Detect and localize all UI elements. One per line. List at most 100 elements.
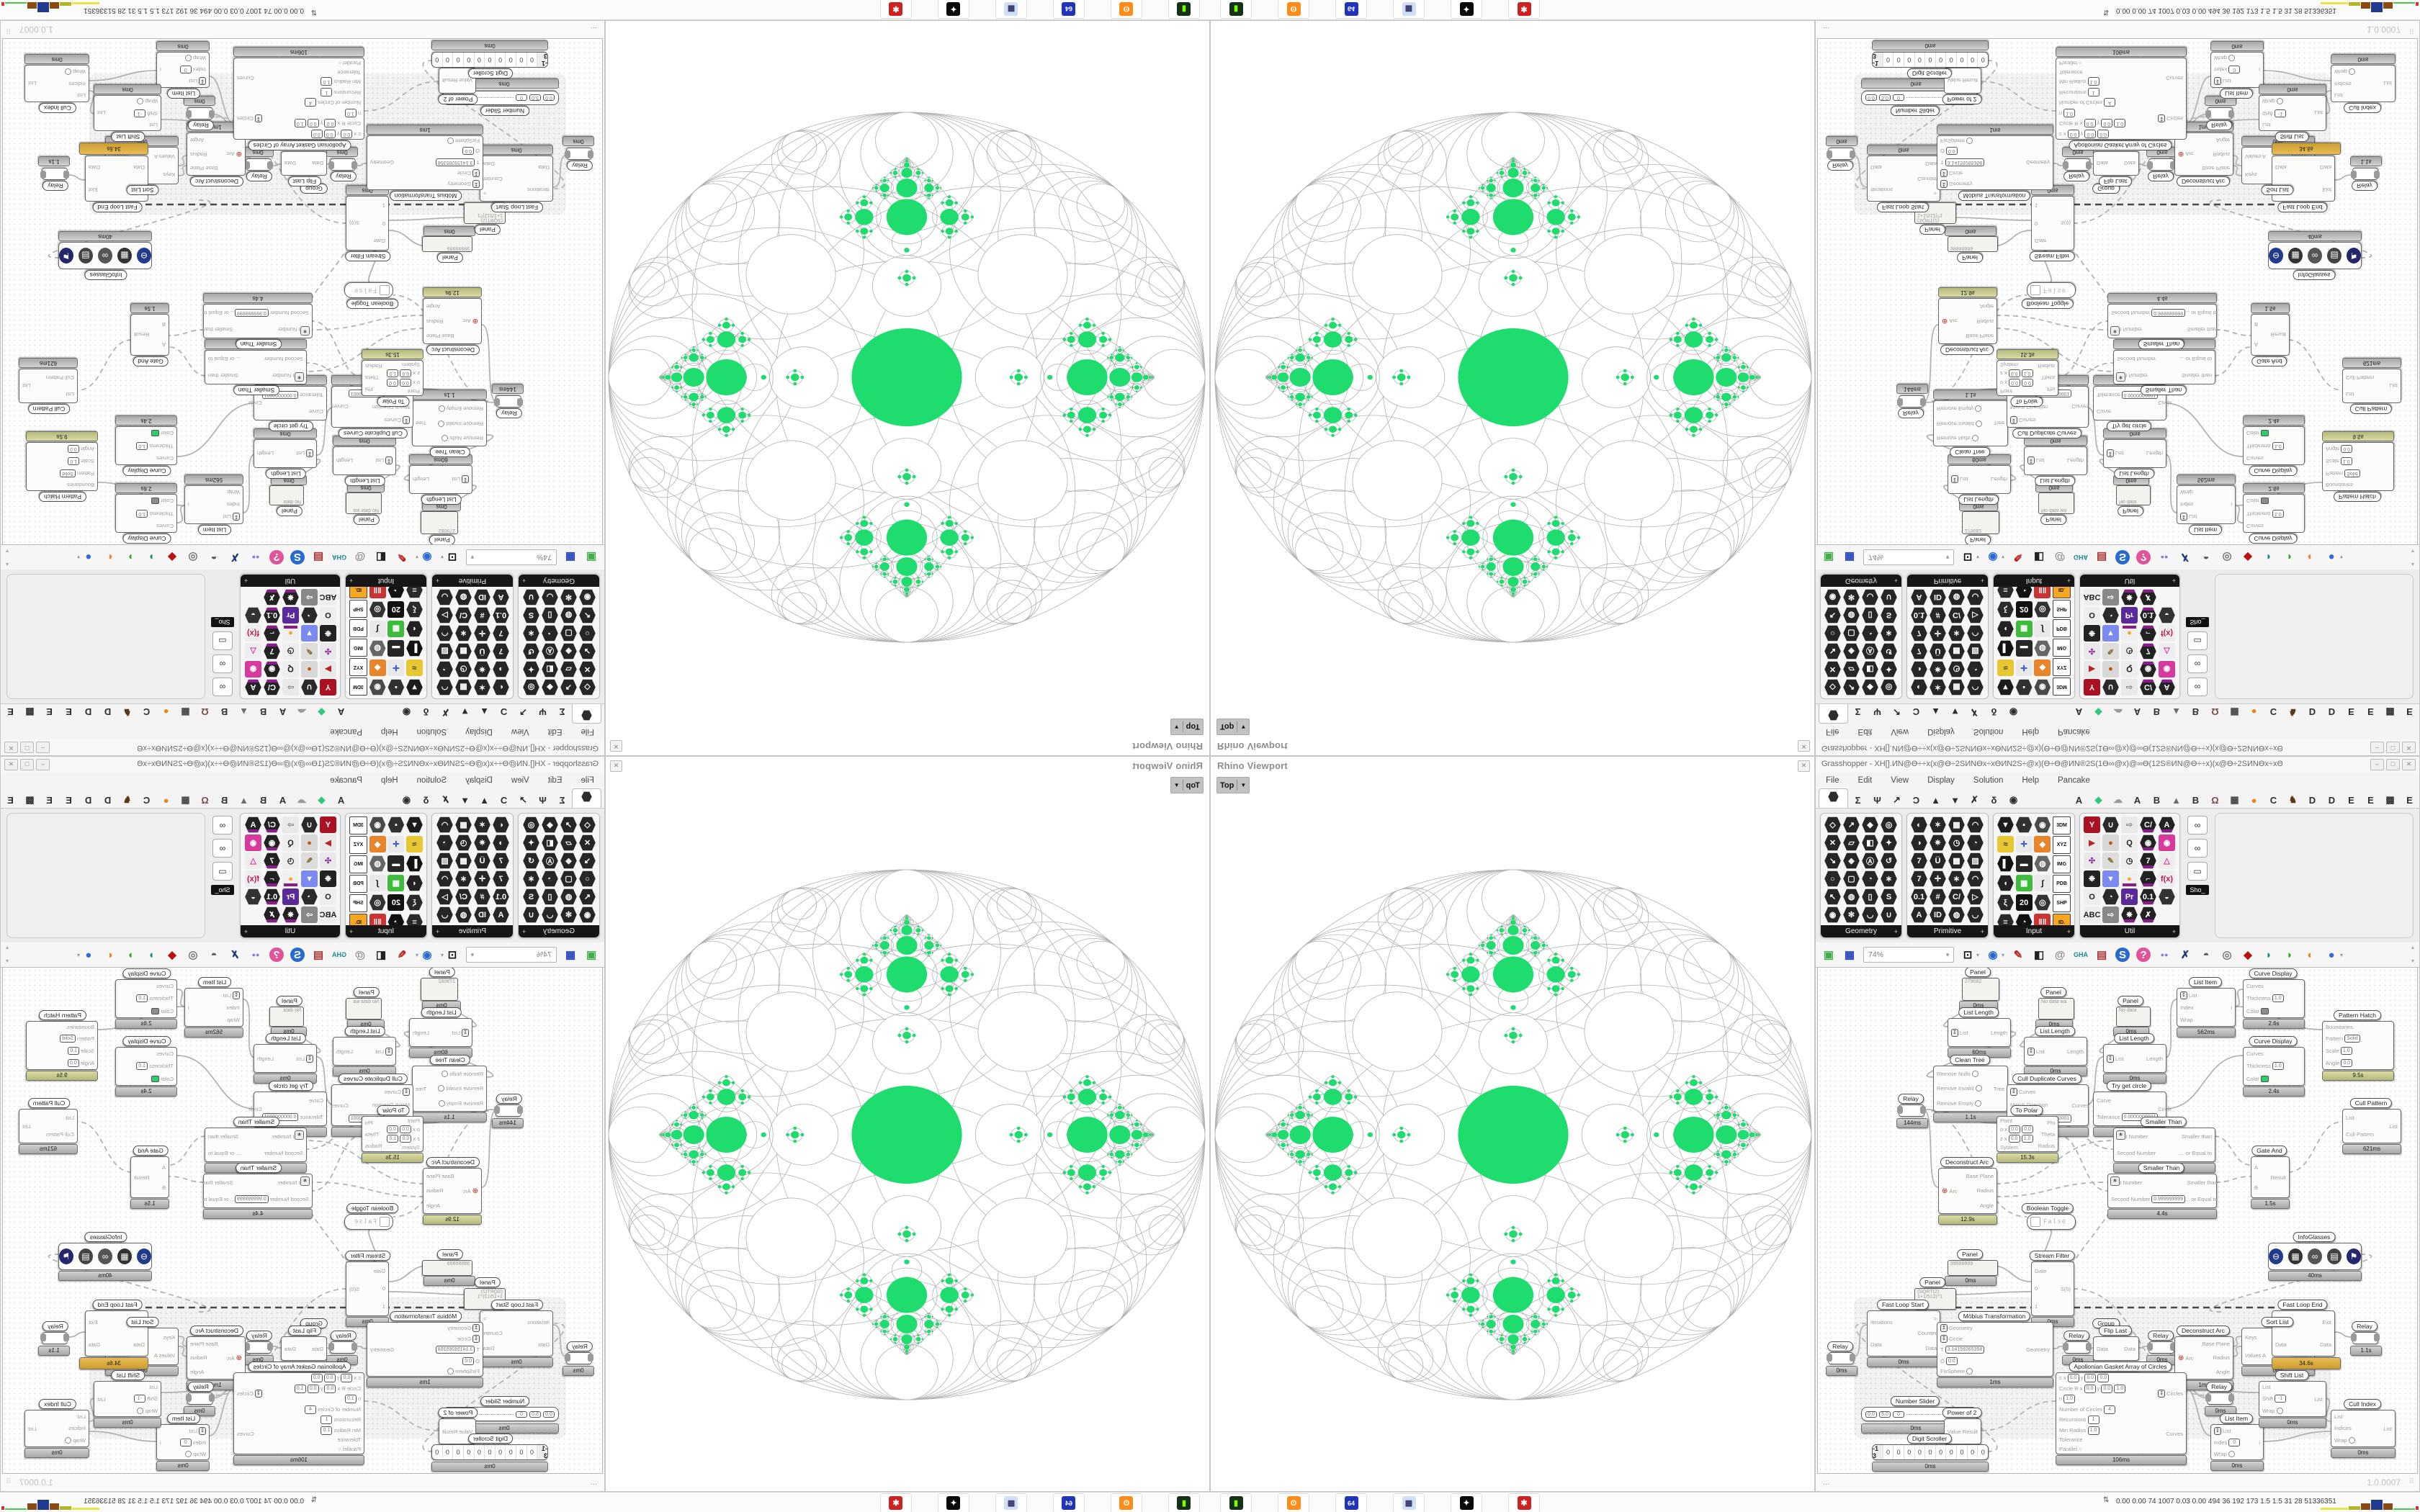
node-label-cullindex[interactable]: Cull Index: [2344, 103, 2381, 113]
gh-component-listlen3[interactable]: ↧ List Length: [254, 439, 317, 468]
menu-view[interactable]: View: [511, 775, 529, 785]
node-label-listitem2[interactable]: List Item: [2219, 89, 2254, 99]
save-icon[interactable]: ▦: [565, 551, 576, 563]
gh-component-gateand[interactable]: A B Result: [2251, 1156, 2290, 1198]
category-tab-t7[interactable]: ✗: [1971, 794, 1978, 805]
palette-item-input-14[interactable]: ∫: [369, 621, 386, 637]
palette-item-input-4[interactable]: ≈: [406, 836, 423, 852]
half-ball-icon[interactable]: ◐: [2307, 948, 2314, 961]
category-tab-t1[interactable]: Σ: [1855, 706, 1861, 717]
category-tab-t5[interactable]: ▲: [1931, 795, 1940, 806]
palette-footer-input[interactable]: Input +: [346, 575, 426, 587]
gh-component-patternhatch[interactable]: Boundaries Pattern Solid Scale 1.0 Angle 0.0: [2322, 442, 2394, 491]
palette-item-primitive-0[interactable]: ◐: [1911, 816, 1927, 833]
node-label-sortlist[interactable]: Sort List: [126, 185, 159, 195]
palette-item-input-19[interactable]: SHP: [349, 894, 368, 912]
half-ball-icon[interactable]: ◐: [106, 948, 113, 961]
palette-item-util-13[interactable]: 7: [264, 852, 280, 869]
graft-flatten-icon[interactable]: ↧: [472, 168, 480, 177]
palette-item-input-2[interactable]: ◉: [2034, 816, 2051, 833]
side-strip-icon-2[interactable]: ▭: [2187, 862, 2208, 881]
gh-component-cleantree[interactable]: Remove Nulls Remove Invalid Remove Empty Tr…: [412, 1066, 487, 1112]
palette-item-primitive-9[interactable]: Ü: [474, 643, 490, 660]
palette-item-input-9[interactable]: ▬: [387, 855, 405, 872]
palette-item-primitive-15[interactable]: ◠: [1967, 870, 1984, 887]
palette-item-input-10[interactable]: ◍: [369, 855, 386, 872]
gh-component-fliplast[interactable]: Data Data: [281, 1336, 327, 1361]
node-label-listlen2[interactable]: List Length: [345, 476, 385, 486]
palette-item-primitive-19[interactable]: ▷: [1967, 888, 1984, 905]
category-tab-t23[interactable]: D: [104, 795, 112, 806]
node-label-decarc1[interactable]: Deconstruct Arc: [426, 345, 480, 355]
node-label-relayM1[interactable]: Relay: [331, 1331, 357, 1341]
bake-sphere-icon[interactable]: ◓: [2202, 551, 2210, 564]
gh-component-smaller2[interactable]: ∗ First Number Second Number 0.999999999 Sma…: [202, 304, 313, 338]
palette-item-util-14[interactable]: △: [245, 643, 261, 660]
category-tab-t5[interactable]: ▲: [480, 706, 489, 717]
node-label-relayL[interactable]: Relay: [567, 1341, 593, 1351]
chevron-down-icon[interactable]: ▼: [470, 554, 475, 561]
category-tab-t28[interactable]: E: [7, 795, 14, 806]
node-label-pow2[interactable]: Power of 2: [1942, 94, 1982, 104]
category-tab-t2[interactable]: Ψ: [1873, 706, 1881, 717]
node-label-mobius[interactable]: Möbius Transformation: [389, 191, 462, 201]
category-tab-params[interactable]: [572, 788, 601, 808]
gh-component-topolar[interactable]: Point o x 0.0 0.0 z x 0.0 1.0 System Phi Theta Rad…: [1996, 360, 2058, 396]
category-tab-t22[interactable]: ♞: [122, 707, 132, 718]
toggle-dot[interactable]: [1971, 1070, 1978, 1077]
category-tab-t5[interactable]: ▲: [480, 795, 489, 806]
palette-item-input-11[interactable]: IMG: [349, 639, 368, 657]
palette-item-geometry-18[interactable]: ▯: [542, 888, 558, 905]
node-label-gateand[interactable]: Gate And: [2251, 1146, 2287, 1156]
category-tab-t8[interactable]: δ: [1991, 706, 1997, 717]
palette-footer-geometry[interactable]: Geometry +: [1821, 575, 1901, 587]
rings-icon[interactable]: ◎: [2222, 949, 2232, 961]
palette-footer-input[interactable]: Input +: [346, 925, 426, 937]
category-tab-t19[interactable]: ▦: [181, 707, 190, 718]
menu-edit[interactable]: Edit: [547, 727, 563, 737]
sketch-pen-icon[interactable]: ✎: [2013, 949, 2023, 961]
palette-item-util-18[interactable]: ⌐: [2140, 870, 2156, 887]
palette-item-util-21[interactable]: ◔: [2102, 607, 2119, 624]
palette-item-geometry-3[interactable]: ◎: [1881, 679, 1897, 696]
maximize-icon[interactable]: □: [2386, 759, 2400, 770]
graft-flatten-icon[interactable]: ↧: [306, 1054, 313, 1063]
palette-item-primitive-10[interactable]: ▩: [1948, 852, 1965, 869]
palette-item-util-15[interactable]: ❉: [2084, 870, 2100, 887]
palette-item-geometry-13[interactable]: ▢: [560, 625, 577, 642]
node-label-cleantree[interactable]: Clean Tree: [430, 447, 470, 457]
palette-item-primitive-22[interactable]: ◍: [455, 906, 472, 923]
palette-item-util-13[interactable]: 7: [264, 643, 280, 660]
palette-item-primitive-11[interactable]: ▨: [1967, 643, 1984, 660]
relay-node-relayM1[interactable]: [330, 1341, 356, 1354]
node-label-relayL[interactable]: Relay: [1827, 161, 1853, 171]
menu-pancake[interactable]: Pancake: [2058, 727, 2090, 737]
node-label-curvedisplay1[interactable]: Curve Display: [122, 968, 171, 978]
palette-item-util-24[interactable]: ◒: [245, 607, 261, 624]
category-tab-t25[interactable]: E: [66, 706, 72, 717]
node-label-decarc1[interactable]: Deconstruct Arc: [426, 1157, 480, 1167]
palette-item-geometry-10[interactable]: Ⓐ: [542, 852, 558, 869]
node-label-trygetcircle[interactable]: Try get circle: [268, 1081, 314, 1091]
toggle-dot[interactable]: [2228, 1451, 2235, 1458]
node-label-listlen1[interactable]: List Length: [1958, 495, 1999, 505]
side-strip-icon-0[interactable]: ∞: [212, 816, 233, 834]
palette-item-primitive-7[interactable]: ◔: [1967, 661, 1984, 678]
toggle-dot[interactable]: [447, 1367, 454, 1374]
palette-item-input-9[interactable]: ▬: [2015, 855, 2033, 872]
cluster-icon[interactable]: ✗: [230, 551, 240, 563]
palette-item-geometry-7[interactable]: ✦: [1881, 834, 1897, 851]
toggle-dot[interactable]: [438, 405, 445, 412]
node-label-pow2[interactable]: Power of 2: [1942, 1408, 1982, 1418]
gh-component-listlen1[interactable]: ↧ List Length: [1948, 465, 2011, 494]
palette-footer-input[interactable]: Input +: [1994, 925, 2074, 937]
palette-item-input-14[interactable]: ∫: [369, 875, 386, 891]
category-tab-t18[interactable]: Ω: [201, 706, 209, 717]
category-tab-t27[interactable]: ▩: [2385, 794, 2395, 805]
palette-item-geometry-3[interactable]: ◎: [523, 679, 539, 696]
category-tab-t11[interactable]: A: [2075, 795, 2083, 806]
chevron-down-icon[interactable]: ▼: [1240, 782, 1247, 788]
node-label-streamfilter[interactable]: Stream Filter: [345, 251, 391, 261]
node-label-cleantree[interactable]: Clean Tree: [430, 1055, 470, 1065]
node-label-listlen2[interactable]: List Length: [345, 1026, 385, 1036]
